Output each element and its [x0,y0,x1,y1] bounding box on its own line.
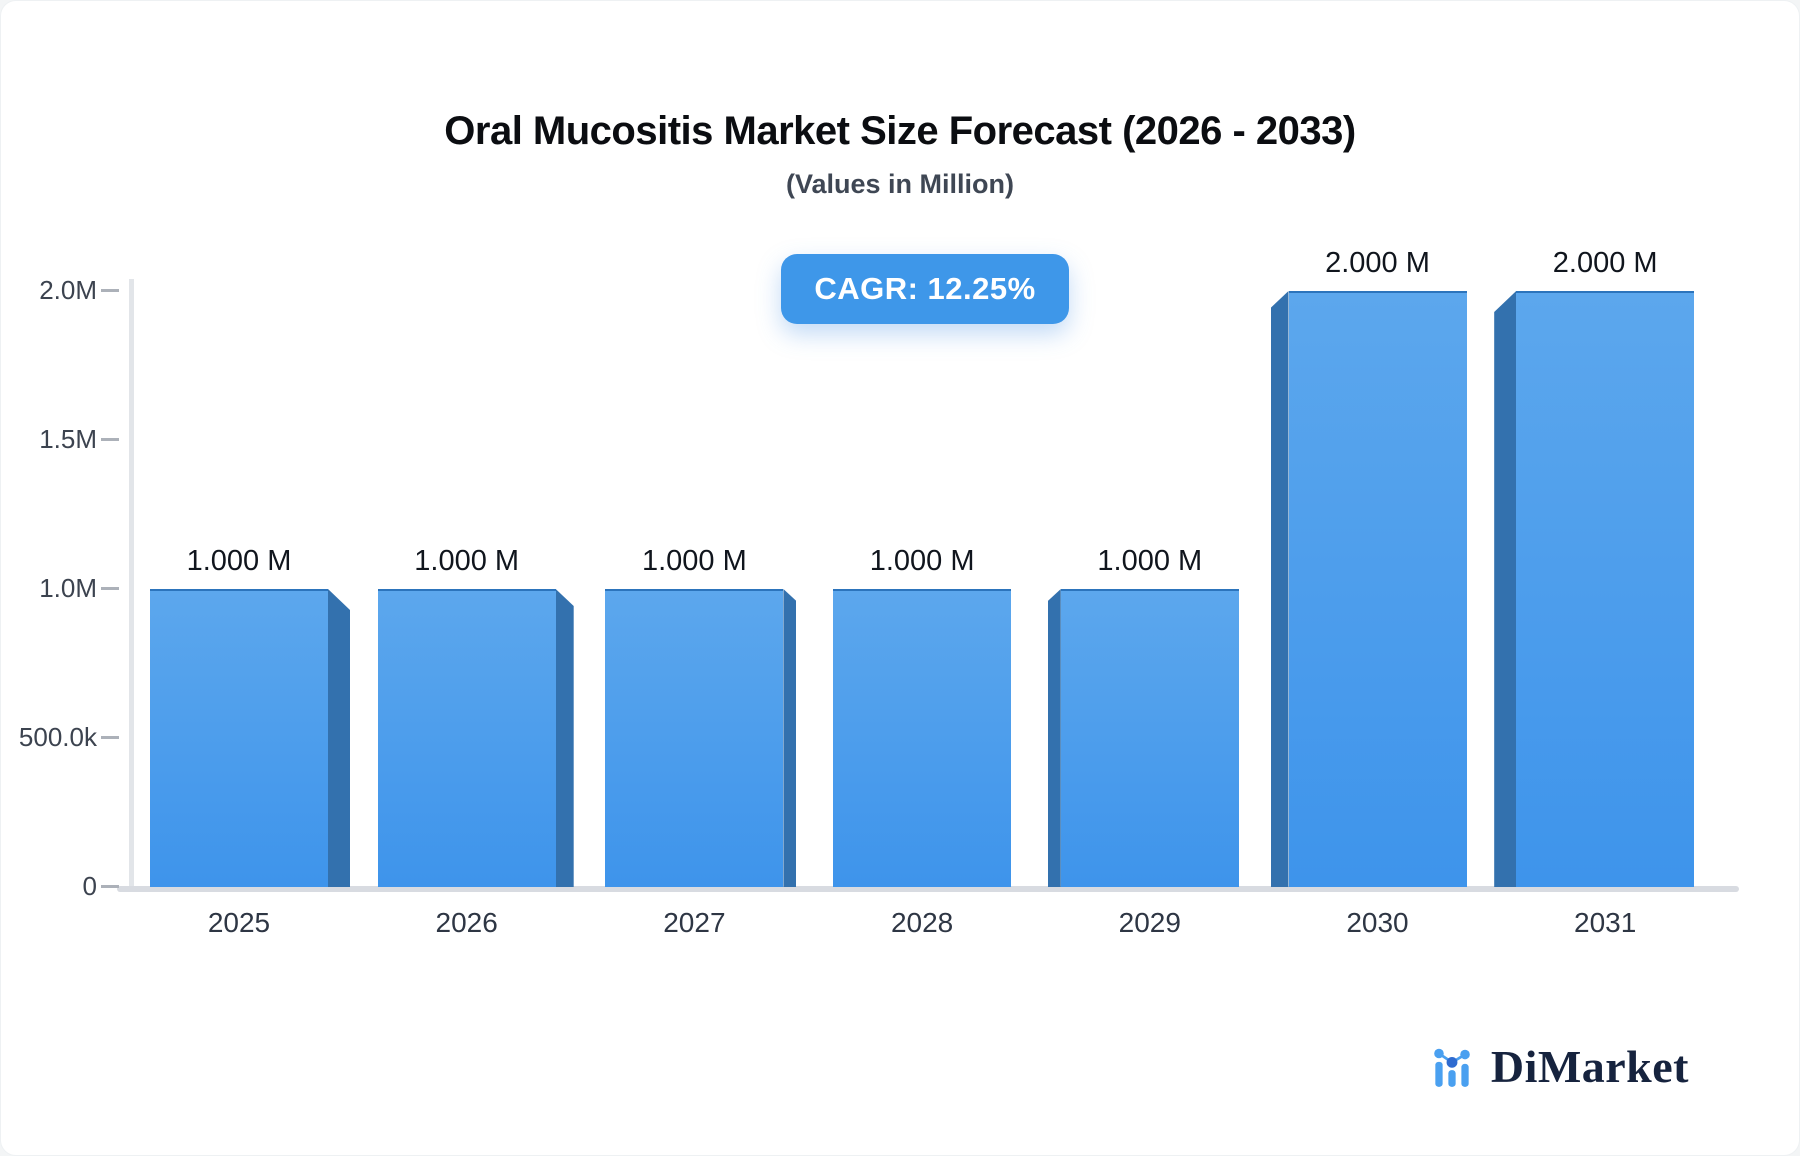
y-tick-mark [101,289,119,292]
brand-logo: DiMarket [1427,1035,1689,1097]
bar-side-shadow-2031 [1494,291,1517,887]
bar-face-2026 [377,589,556,887]
bar-face-2025 [150,589,328,887]
chart-subtitle: (Values in Million) [785,169,1015,199]
bar-value-label: 1.000 M [641,545,747,577]
bar-2030[interactable] [1270,291,1467,887]
bar-side-shadow-2027 [783,589,797,887]
bar-side-shadow-2025 [328,589,350,887]
bar-value-label: 1.000 M [186,545,292,577]
cagr-badge: CAGR: 12.25% [781,254,1069,324]
bar-value-label: 1.000 M [414,545,520,577]
x-tick-label-2029: 2029 [1118,907,1181,938]
bar-value-label: 1.000 M [1097,545,1203,577]
x-tick-label-2025: 2025 [207,907,271,938]
x-tick-label-2028: 2028 [890,907,954,938]
y-tick-label: 2.0M [39,275,97,305]
bar-2031[interactable] [1494,291,1695,887]
bar-2028[interactable] [833,589,1012,887]
bar-face-2031 [1516,291,1695,887]
y-tick-label: 1.0M [39,573,97,603]
y-tick-mark [101,885,119,888]
bar-2026[interactable] [377,589,574,887]
brand-logo-icon [1434,1048,1470,1087]
y-tick-mark [101,736,119,739]
bar-side-shadow-2029 [1047,589,1061,887]
x-tick-label-2026: 2026 [435,907,498,938]
bar-face-2030 [1288,291,1467,887]
bar-2027[interactable] [605,589,797,887]
bar-side-shadow-2030 [1270,291,1289,887]
x-axis-line [117,886,1739,892]
bar-face-2028 [833,589,1012,887]
bar-value-label: 1.000 M [869,545,975,577]
bar-value-label: 2.000 M [1325,247,1430,279]
x-tick-label-2030: 2030 [1346,907,1409,938]
y-axis-line [129,279,134,891]
y-tick-label: 0 [82,871,97,901]
x-tick-label-2031: 2031 [1574,907,1637,938]
cagr-badge-label: CAGR: 12.25% [814,271,1036,306]
bar-2029[interactable] [1047,589,1239,887]
y-tick-label: 1.5M [39,424,97,454]
chart-title: Oral Mucositis Market Size Forecast (202… [444,109,1356,153]
bar-value-label: 2.000 M [1552,247,1658,279]
y-tick-mark [101,438,119,441]
x-tick-label-2027: 2027 [663,907,726,938]
bar-side-shadow-2026 [555,589,574,887]
y-tick-label: 500.0k [18,722,97,752]
bar-face-2029 [1060,589,1239,887]
y-tick-mark [101,587,119,590]
bar-2025[interactable] [150,589,350,887]
bar-face-2027 [605,589,784,887]
brand-logo-text: DiMarket [1490,1040,1689,1092]
